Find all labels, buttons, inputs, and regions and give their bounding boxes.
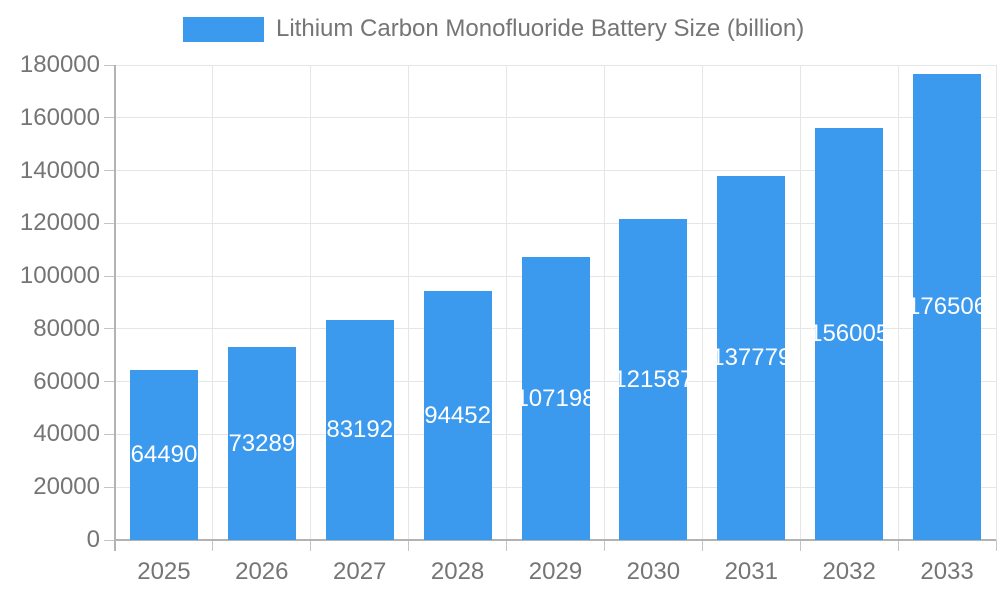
bar-value-label: 83192 bbox=[326, 416, 394, 443]
x-tick-label: 2033 bbox=[920, 558, 974, 585]
y-tick bbox=[104, 64, 115, 66]
x-gridline bbox=[506, 65, 508, 540]
bar-2028[interactable]: 94452 bbox=[423, 291, 492, 540]
x-axis-line bbox=[115, 539, 996, 541]
x-tick-label: 2031 bbox=[724, 558, 778, 585]
bar-value-label: 176506 bbox=[907, 293, 988, 320]
x-gridline bbox=[212, 65, 214, 540]
x-tick bbox=[995, 540, 997, 551]
x-tick bbox=[408, 540, 410, 551]
bar-value-label: 107198 bbox=[515, 384, 596, 412]
bar-2033[interactable]: 176506 bbox=[907, 74, 987, 540]
y-tick-label: 0 bbox=[86, 526, 100, 553]
y-tick bbox=[104, 117, 115, 119]
x-gridline bbox=[995, 65, 997, 540]
y-gridline bbox=[115, 64, 996, 66]
legend-label: Lithium Carbon Monofluoride Battery Size… bbox=[276, 15, 805, 42]
y-gridline bbox=[115, 117, 996, 119]
y-tick-label: 60000 bbox=[33, 367, 100, 395]
bar-value-label: 73289 bbox=[228, 429, 296, 457]
y-axis-line bbox=[114, 65, 116, 551]
y-gridline bbox=[115, 222, 996, 224]
bar-value-label: 137779 bbox=[711, 344, 792, 371]
y-tick bbox=[104, 222, 115, 224]
x-gridline bbox=[408, 65, 410, 540]
y-tick-label: 120000 bbox=[19, 209, 100, 237]
y-tick-label: 80000 bbox=[33, 314, 100, 342]
x-tick bbox=[701, 540, 703, 551]
x-gridline bbox=[310, 65, 312, 540]
x-gridline bbox=[603, 65, 605, 540]
bar-value-label: 121587 bbox=[613, 365, 694, 393]
x-tick-label: 2027 bbox=[333, 558, 387, 585]
x-tick-label: 2026 bbox=[235, 558, 289, 585]
x-tick-label: 2029 bbox=[528, 558, 583, 585]
x-tick-label: 2030 bbox=[626, 558, 681, 585]
bar-value-label: 156005 bbox=[809, 320, 890, 347]
bar-2031[interactable]: 137779 bbox=[711, 176, 791, 540]
y-tick bbox=[104, 275, 115, 277]
y-tick bbox=[104, 381, 115, 383]
x-tick bbox=[603, 540, 605, 551]
bar-2027[interactable]: 83192 bbox=[325, 320, 394, 540]
y-tick bbox=[104, 539, 115, 541]
y-tick bbox=[104, 486, 115, 488]
bar-2029[interactable]: 107198 bbox=[515, 257, 596, 540]
x-tick-label: 2025 bbox=[137, 558, 191, 585]
bar-value-label: 94452 bbox=[424, 401, 491, 429]
x-gridline bbox=[799, 65, 801, 540]
legend-swatch bbox=[183, 16, 264, 42]
x-tick bbox=[212, 540, 214, 551]
bar-2026[interactable]: 73289 bbox=[227, 347, 296, 540]
y-tick bbox=[104, 328, 115, 330]
x-tick bbox=[897, 540, 899, 551]
y-gridline bbox=[115, 170, 996, 172]
y-tick-label: 40000 bbox=[33, 420, 100, 448]
bar-2032[interactable]: 156005 bbox=[809, 128, 889, 540]
y-tick-label: 100000 bbox=[19, 262, 100, 290]
x-gridline bbox=[701, 65, 703, 540]
bar-2025[interactable]: 64490 bbox=[129, 370, 198, 540]
y-tick-label: 20000 bbox=[33, 473, 100, 501]
y-tick-label: 140000 bbox=[19, 156, 100, 184]
legend[interactable]: Lithium Carbon Monofluoride Battery Size… bbox=[183, 15, 804, 43]
y-tick-label: 160000 bbox=[19, 103, 100, 131]
x-tick-label: 2032 bbox=[822, 558, 876, 585]
y-tick bbox=[104, 433, 115, 435]
y-tick-label: 180000 bbox=[19, 51, 100, 78]
bar-value-label: 64490 bbox=[130, 441, 198, 468]
x-tick-label: 2028 bbox=[430, 558, 485, 585]
x-tick bbox=[506, 540, 508, 551]
x-tick bbox=[310, 540, 312, 551]
y-tick bbox=[104, 170, 115, 172]
bar-2030[interactable]: 121587 bbox=[613, 219, 693, 540]
x-gridline bbox=[897, 65, 899, 540]
x-tick bbox=[799, 540, 801, 551]
